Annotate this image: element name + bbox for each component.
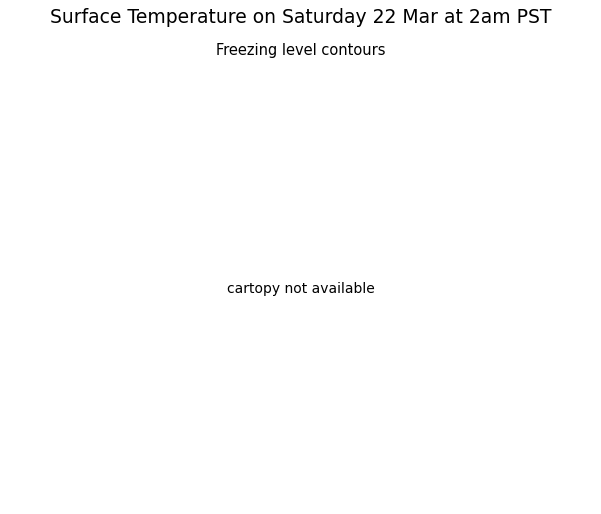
Text: Surface Temperature on Saturday 22 Mar at 2am PST: Surface Temperature on Saturday 22 Mar a… (50, 9, 551, 27)
Text: Freezing level contours: Freezing level contours (216, 43, 385, 58)
Text: cartopy not available: cartopy not available (227, 282, 374, 296)
